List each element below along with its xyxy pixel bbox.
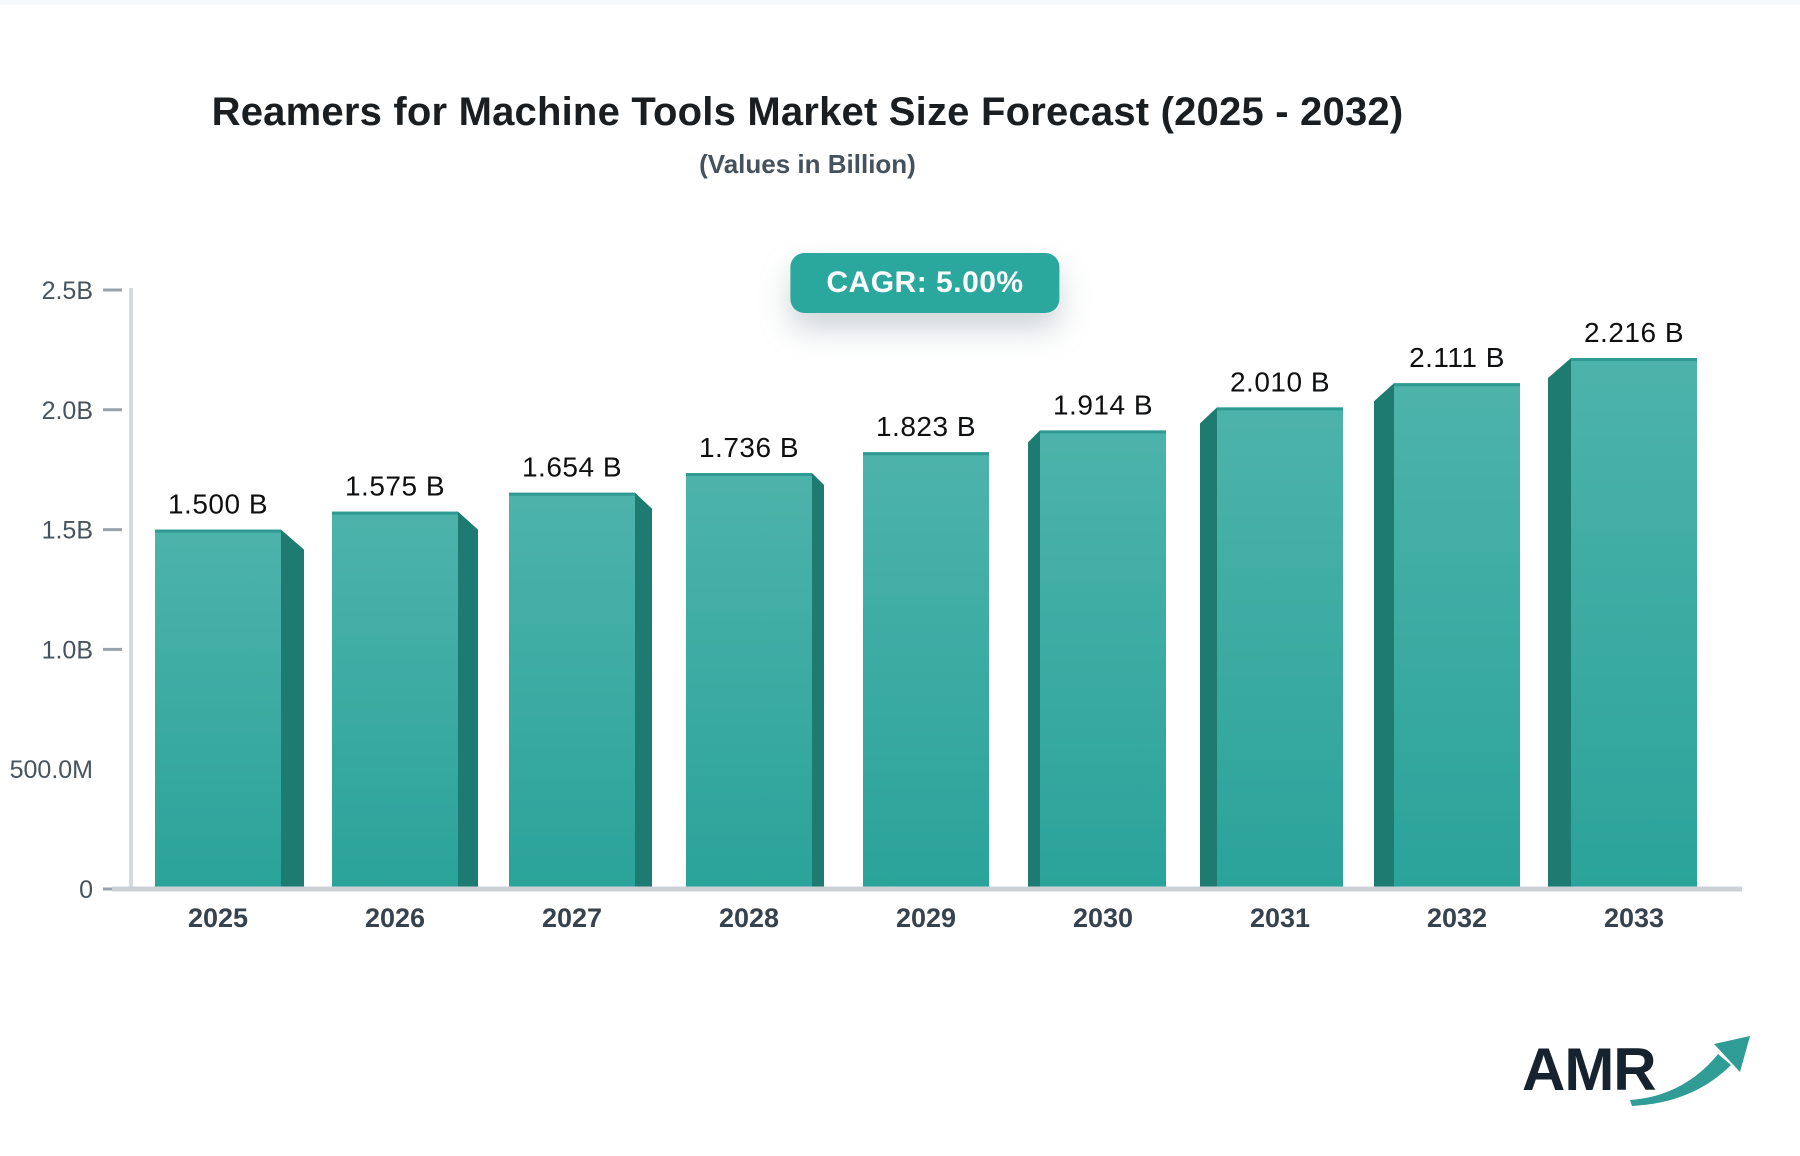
- amr-logo-text: AMR: [1522, 1036, 1657, 1103]
- y-tick-label-500.0M: 500.0M: [10, 756, 93, 784]
- y-tick-label-1.5B: 1.5B: [42, 517, 93, 545]
- chart-title: Reamers for Machine Tools Market Size Fo…: [211, 90, 1404, 134]
- bar-side-face: [635, 492, 652, 889]
- bar-face: [1217, 407, 1343, 889]
- bar-side-face: [1200, 407, 1217, 889]
- y-tick-label-1.0B: 1.0B: [42, 636, 93, 664]
- bar-group-2027: 1.654 B: [509, 452, 652, 889]
- bar-face: [155, 529, 281, 889]
- bar-value-label: 1.736 B: [699, 432, 799, 463]
- bar-face: [686, 473, 812, 889]
- x-tick-label-2032: 2032: [1427, 903, 1487, 933]
- x-tick-label-2031: 2031: [1250, 903, 1310, 933]
- x-tick-label-2026: 2026: [365, 903, 425, 933]
- bar-top-edge: [509, 492, 635, 496]
- top-border-strip: [0, 0, 1800, 5]
- bar-value-label: 1.654 B: [522, 452, 622, 483]
- bar-side-face: [812, 473, 824, 889]
- bar-group-2026: 1.575 B: [332, 471, 478, 889]
- bar-top-edge: [1571, 358, 1697, 362]
- y-tick-label-2.0B: 2.0B: [42, 397, 93, 425]
- bar-group-2032: 2.111 B: [1374, 342, 1520, 889]
- bar-group-2028: 1.736 B: [686, 432, 824, 889]
- x-tick-label-2030: 2030: [1073, 903, 1133, 933]
- bar-face: [1394, 383, 1520, 889]
- growth-arrow-icon: [1630, 1036, 1750, 1106]
- cagr-badge: CAGR: 5.00%: [790, 253, 1060, 313]
- bar-top-edge: [1217, 407, 1343, 411]
- bar-group-2030: 1.914 B: [1028, 389, 1166, 889]
- amr-logo: AMR: [1522, 1026, 1752, 1114]
- bar-value-label: 1.914 B: [1053, 389, 1153, 420]
- bar-value-label: 2.010 B: [1230, 366, 1330, 397]
- bar-group-2025: 1.500 B: [155, 489, 304, 889]
- bar-side-face: [281, 529, 304, 889]
- bar-side-face: [1548, 358, 1571, 889]
- bar-top-edge: [155, 529, 281, 533]
- bar-face: [1040, 430, 1166, 889]
- x-tick-label-2027: 2027: [542, 903, 602, 933]
- bar-top-edge: [1394, 383, 1520, 387]
- bar-side-face: [458, 511, 478, 889]
- bar-side-face: [1028, 430, 1040, 889]
- bar-top-edge: [863, 452, 989, 456]
- bar-value-label: 2.111 B: [1409, 342, 1505, 373]
- bar-top-edge: [332, 511, 458, 515]
- bar-face: [1571, 358, 1697, 889]
- y-tick-label-0: 0: [79, 876, 93, 904]
- y-tick-label-2.5B: 2.5B: [42, 277, 93, 305]
- bar-face: [332, 511, 458, 889]
- chart-subtitle: (Values in Billion): [699, 149, 916, 179]
- bar-top-edge: [686, 473, 812, 477]
- bar-face: [863, 452, 989, 889]
- chart-header: Reamers for Machine Tools Market Size Fo…: [0, 90, 1615, 180]
- bar-value-label: 1.823 B: [876, 411, 976, 442]
- bar-group-2029: 1.823 B: [863, 411, 989, 889]
- bar-group-2031: 2.010 B: [1200, 366, 1343, 889]
- bar-value-label: 1.575 B: [345, 471, 445, 502]
- x-tick-label-2028: 2028: [719, 903, 779, 933]
- bar-side-face: [1374, 383, 1394, 889]
- bar-group-2033: 2.216 B: [1548, 317, 1697, 889]
- bar-top-edge: [1040, 430, 1166, 434]
- x-tick-label-2025: 2025: [188, 903, 248, 933]
- bar-value-label: 2.216 B: [1584, 317, 1684, 348]
- x-tick-label-2033: 2033: [1604, 903, 1664, 933]
- bar-value-label: 1.500 B: [168, 489, 268, 520]
- x-tick-label-2029: 2029: [896, 903, 956, 933]
- bar-face: [509, 492, 635, 889]
